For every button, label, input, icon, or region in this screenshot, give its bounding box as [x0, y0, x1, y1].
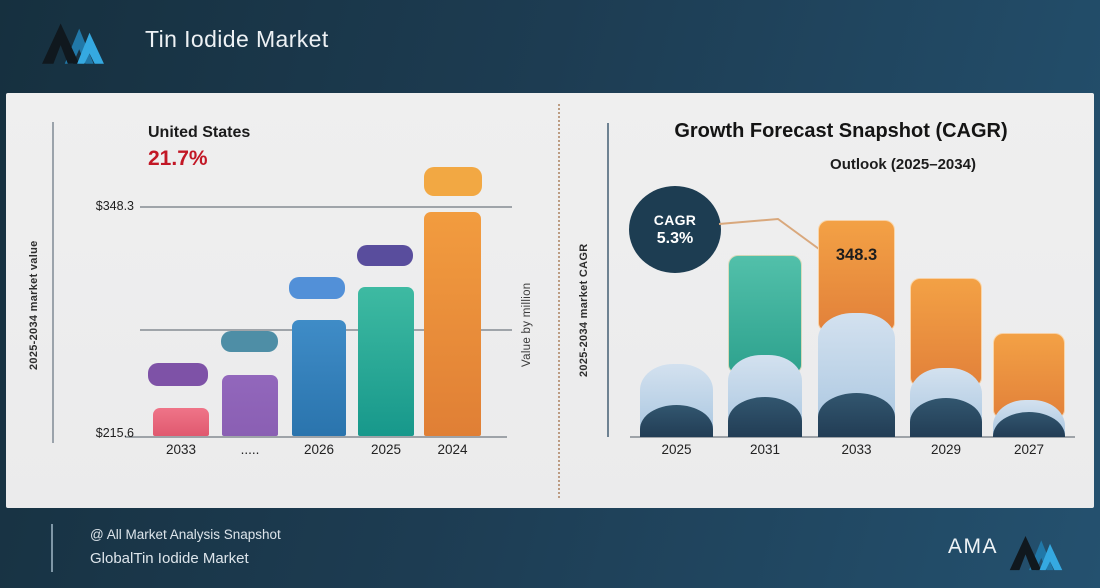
bar-cap-2026: [289, 277, 345, 299]
left-chart-title: United States: [148, 124, 251, 141]
xlabel-2031: 2031: [749, 442, 781, 457]
bar-cap-2025: [357, 245, 413, 266]
logo-right-peak: [1039, 543, 1063, 571]
bar-cap-2033: [148, 363, 208, 386]
logo-left-peak: [42, 23, 80, 64]
xlabel-2027: 2027: [1013, 442, 1045, 457]
logo-right-peak: [77, 32, 104, 64]
bar-2025: [358, 287, 414, 436]
bar-annotation-2033: 348.3: [835, 246, 878, 264]
footer-ama-logo: [1008, 528, 1064, 572]
ytick-top: $348.3: [95, 199, 134, 213]
footer-rule: [51, 524, 53, 572]
right-y-axis-label: 2025-2034 market CAGR: [578, 243, 590, 377]
footer-report-line: GlobalTin Iodide Market: [90, 550, 249, 567]
panel-divider-dotted: [558, 104, 560, 498]
logo-left-peak: [1009, 536, 1042, 571]
segment-navy-2029: [910, 398, 982, 437]
left-secondary-y-label: Value by million: [521, 282, 533, 368]
bar-2033: [153, 408, 209, 436]
xlabel-.....: .....: [240, 442, 260, 457]
page-title: Tin Iodide Market: [145, 26, 329, 52]
xlabel-2024: 2024: [437, 442, 468, 457]
cagr-badge-label: CAGR: [653, 211, 697, 228]
bar-cap-2024: [424, 167, 482, 196]
xlabel-2033: 2033: [841, 442, 872, 457]
xlabel-2026: 2026: [303, 442, 335, 457]
left-y-axis-label: 2025-2034 market value: [28, 240, 40, 370]
footer-credit-line: @ All Market Analysis Snapshot: [90, 527, 281, 542]
ytick-bottom: $215.6: [95, 426, 134, 440]
cagr-badge-value: 5.3%: [656, 229, 694, 247]
left-chart-highlight-value: 21.7%: [148, 147, 208, 170]
segment-navy-2033: [818, 393, 895, 437]
bar-2024: [424, 212, 481, 436]
right-chart-title: Growth Forecast Snapshot (CAGR): [674, 120, 1008, 142]
xlabel-2029: 2029: [930, 442, 962, 457]
bar-cap-.....: [221, 331, 278, 352]
segment-teal-2031: [728, 255, 802, 373]
xlabel-2025: 2025: [661, 442, 692, 457]
xlabel-2025: 2025: [370, 442, 402, 457]
bar-.....: [222, 375, 278, 436]
right-y-axis: [607, 123, 609, 437]
left-y-axis: [52, 122, 54, 443]
xlabel-2033: 2033: [165, 442, 197, 457]
right-chart-subtitle: Outlook (2025–2034): [830, 156, 976, 173]
left-baseline: [125, 436, 507, 438]
gridline-348: [140, 206, 512, 208]
bar-2026: [292, 320, 346, 436]
segment-navy-2025: [640, 405, 713, 437]
cagr-badge: CAGR 5.3%: [629, 186, 721, 273]
footer-brand-text: AMA: [948, 535, 999, 558]
segment-navy-2031: [728, 397, 802, 437]
ama-logo: [40, 14, 106, 66]
